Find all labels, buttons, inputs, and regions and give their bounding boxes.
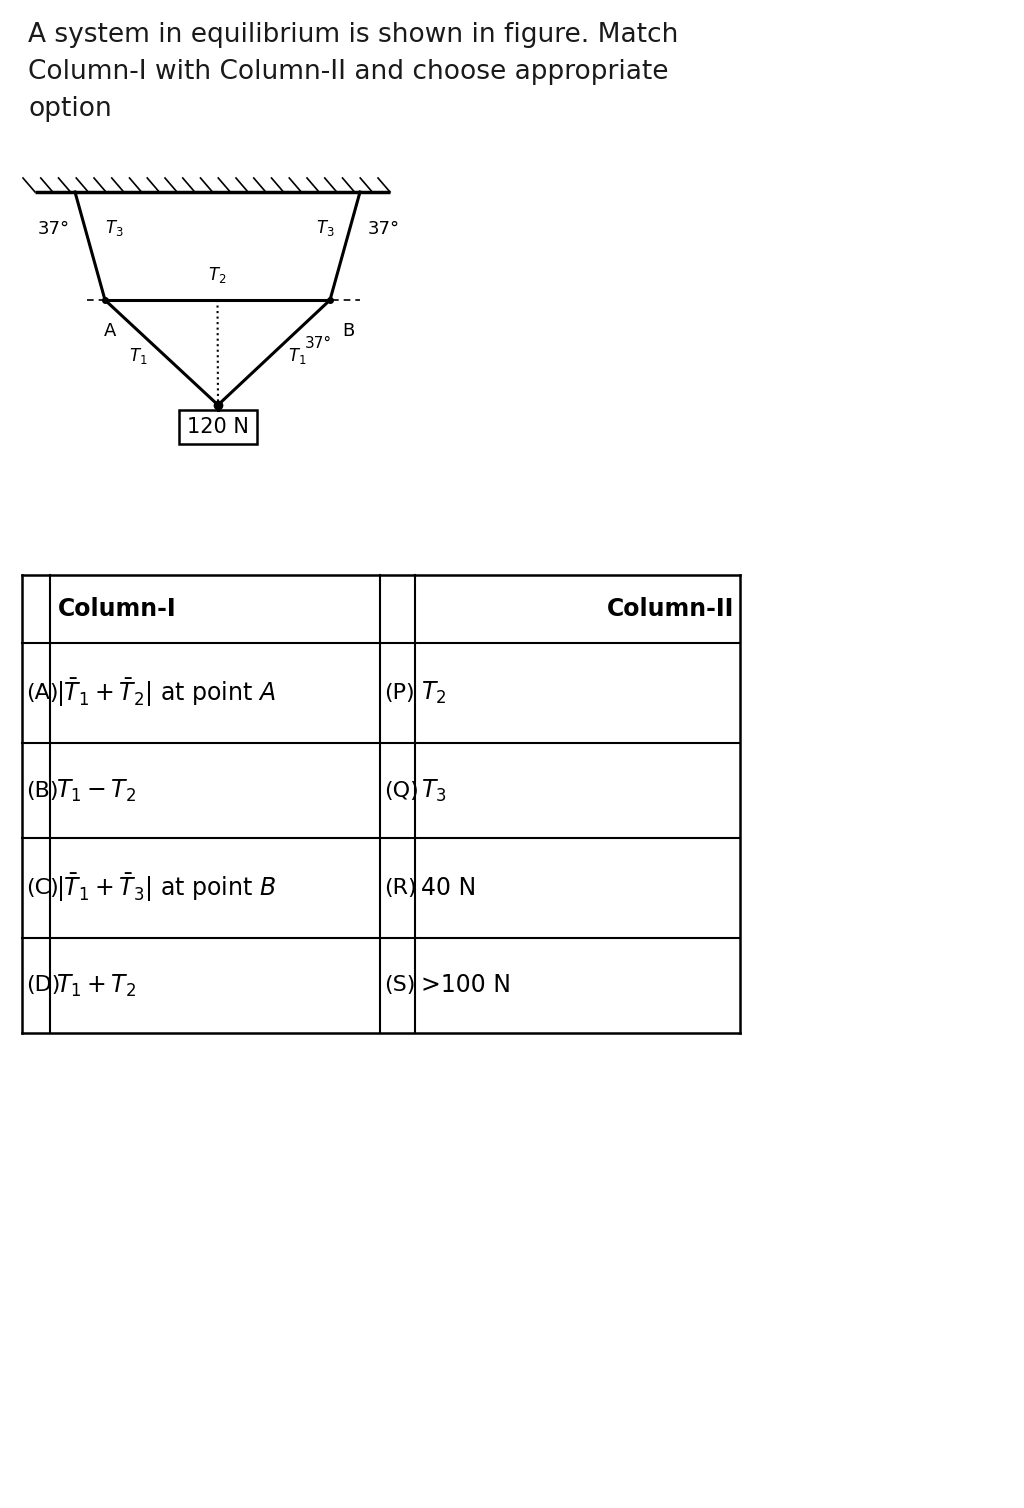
Text: $T_3$: $T_3$ bbox=[421, 778, 446, 804]
Text: $|\bar{T}_1+\bar{T}_2|$ at point $A$: $|\bar{T}_1+\bar{T}_2|$ at point $A$ bbox=[56, 677, 275, 709]
Text: >100 N: >100 N bbox=[421, 974, 511, 997]
Text: Column-I: Column-I bbox=[58, 597, 176, 621]
Text: (B): (B) bbox=[26, 781, 58, 801]
Text: (P): (P) bbox=[384, 683, 415, 703]
Text: 37°: 37° bbox=[304, 336, 332, 351]
Text: 37°: 37° bbox=[368, 220, 400, 238]
Text: $T_1$: $T_1$ bbox=[129, 347, 147, 366]
Text: 37°: 37° bbox=[38, 220, 70, 238]
Text: (R): (R) bbox=[384, 878, 417, 897]
Text: A: A bbox=[103, 323, 116, 339]
Text: (D): (D) bbox=[26, 976, 60, 995]
Text: (A): (A) bbox=[26, 683, 58, 703]
Text: $T_1-T_2$: $T_1-T_2$ bbox=[56, 778, 136, 804]
Text: Column-II: Column-II bbox=[606, 597, 734, 621]
Text: $T_1+T_2$: $T_1+T_2$ bbox=[56, 973, 136, 998]
Bar bbox=[179, 410, 257, 443]
Text: 120 N: 120 N bbox=[187, 418, 249, 437]
Text: B: B bbox=[342, 323, 354, 339]
Text: $T_2$: $T_2$ bbox=[421, 680, 446, 706]
Text: $T_3$: $T_3$ bbox=[105, 219, 124, 238]
Text: 40 N: 40 N bbox=[421, 876, 476, 900]
Text: (S): (S) bbox=[384, 976, 416, 995]
Text: $T_1$: $T_1$ bbox=[288, 347, 306, 366]
Text: $T_3$: $T_3$ bbox=[316, 219, 335, 238]
Text: $|\bar{T}_1+\bar{T}_3|$ at point $B$: $|\bar{T}_1+\bar{T}_3|$ at point $B$ bbox=[56, 872, 276, 905]
Text: (C): (C) bbox=[26, 878, 58, 897]
Text: $T_2$: $T_2$ bbox=[208, 265, 226, 285]
Text: (Q): (Q) bbox=[384, 781, 419, 801]
Text: A system in equilibrium is shown in figure. Match
Column-I with Column-II and ch: A system in equilibrium is shown in figu… bbox=[28, 23, 678, 122]
